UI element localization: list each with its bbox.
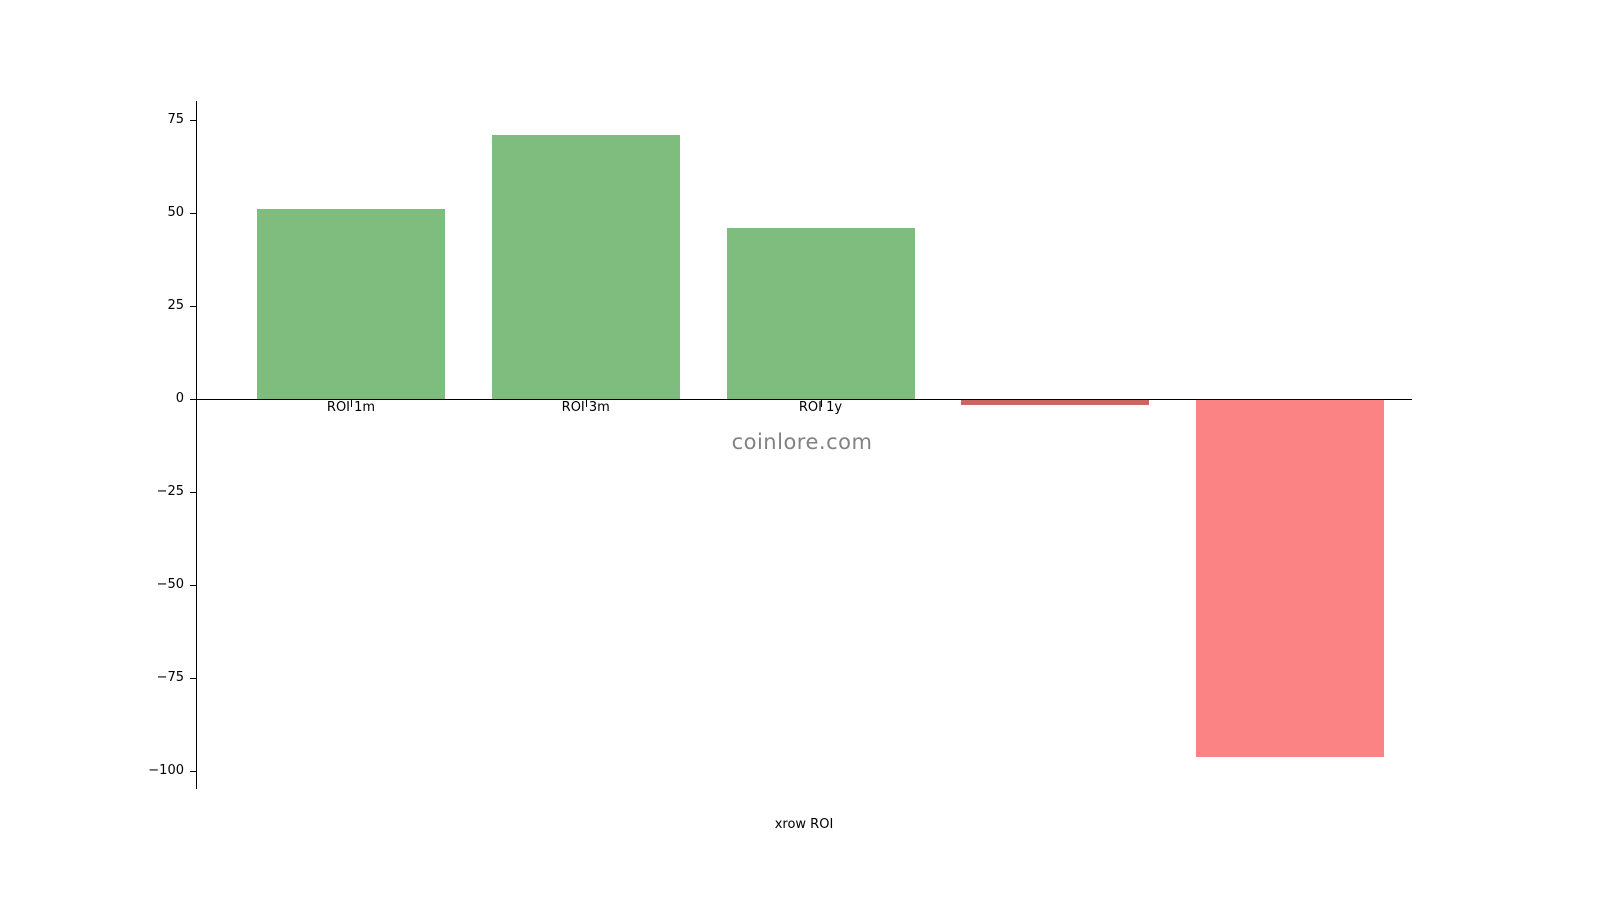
y-tick-label: 25	[167, 298, 184, 313]
x-tick-label: ROI 1m	[326, 400, 376, 415]
x-tick	[351, 399, 352, 407]
y-tick	[190, 492, 196, 493]
y-tick-label: −25	[156, 484, 184, 499]
y-tick	[190, 678, 196, 679]
y-tick-label: 0	[175, 391, 184, 406]
y-tick	[190, 306, 196, 307]
y-axis-line	[196, 101, 197, 789]
x-tick-label: ROI 1y	[798, 400, 843, 415]
x-axis-line	[196, 399, 1412, 400]
y-tick-label: 75	[167, 112, 184, 127]
bar-roi-3m	[491, 134, 680, 399]
x-axis-title: xrow ROI	[774, 817, 834, 832]
x-tick	[585, 399, 587, 407]
x-tick-label: ROI 3m	[561, 400, 610, 415]
y-tick	[190, 771, 196, 772]
y-tick	[190, 120, 196, 121]
bar-roi-1y	[726, 227, 915, 399]
y-tick	[190, 585, 196, 586]
y-tick-label: 50	[167, 205, 184, 220]
bar-col-5	[1196, 400, 1384, 758]
watermark: coinlore.com	[731, 430, 873, 454]
y-tick-label: −50	[156, 577, 184, 592]
y-tick-label: −75	[156, 670, 184, 685]
y-tick	[190, 213, 196, 214]
bar-col-4	[961, 400, 1150, 406]
bar-roi-1m	[257, 209, 445, 399]
y-tick-label: −100	[148, 763, 184, 778]
x-tick	[820, 399, 822, 407]
y-tick	[190, 399, 196, 400]
